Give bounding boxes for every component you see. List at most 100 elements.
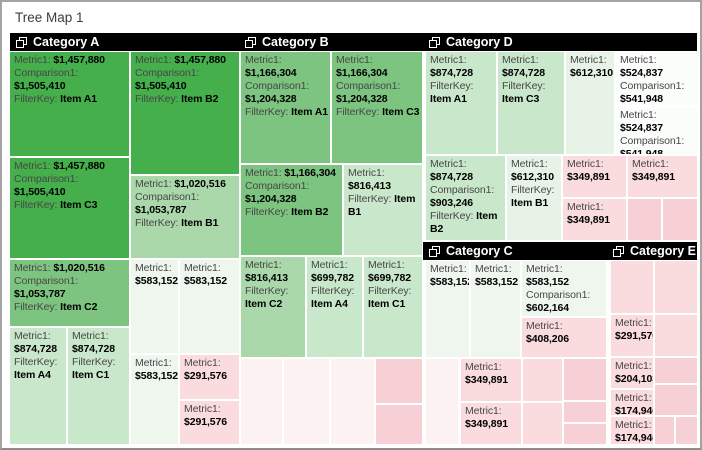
treemap-cell-category-d-cell-349-2[interactable]: Metric1: $349,891 [628,156,697,197]
cell-line: Metric1: $1,457,880 [135,54,237,67]
treemap-cell-category-c-cell-blank-1[interactable] [426,359,458,444]
treemap-cell-category-e-cell-blank-7[interactable] [676,417,697,444]
category-header-category-e[interactable]: Category E [607,242,697,260]
treemap-cell-category-a-item-c2[interactable]: Metric1: $1,020,516 Comparison1: $1,053,7… [10,260,129,326]
treemap-cell-category-d-item-a1[interactable]: Metric1: $874,728 FilterKey: Item A1 [426,52,496,154]
treemap-cell-category-a-item-c1[interactable]: Metric1: $874,728 FilterKey: Item C1 [68,328,129,444]
treemap-cell-category-d-cell-612[interactable]: Metric1: $612,310 [566,52,614,154]
cell-line: Metric1: $612,310 [511,158,559,184]
treemap-cell-category-e-cell-blank-5[interactable] [655,385,697,415]
treemap-cell-category-a-item-c3[interactable]: Metric1: $1,457,880 Comparison1: $1,505,4… [10,158,129,258]
field-value: $204,103 [615,373,653,385]
treemap-cell-category-b-cell-blank-2[interactable] [284,359,329,444]
cell-line: Metric1: $291,576 [184,357,237,383]
field-label: FilterKey: [14,301,61,313]
treemap-cell-category-c-cell-blank-5[interactable] [564,402,606,422]
cell-line: Metric1: $524,837 [620,54,695,80]
treemap-cell-category-c-cell-blank-4[interactable] [564,359,606,400]
treemap-cell-category-d-cell-349-1[interactable]: Metric1: $349,891 [563,156,626,197]
treemap-cell-category-e-cell-174-1[interactable]: Metric1: $174,946 [611,390,653,415]
cell-line: FilterKey: Item B1 [511,184,559,210]
field-value: Item B2 [181,93,219,105]
treemap-cell-category-d-cell-349-3[interactable]: Metric1: $349,891 [563,199,626,240]
treemap-cell-category-c-cell-583-1[interactable]: Metric1: $583,152 [426,261,469,357]
treemap-cell-category-a-cell-291-1[interactable]: Metric1: $291,576 [180,355,239,399]
field-value: Item C2 [60,301,98,313]
treemap-cell-category-b-item-c3[interactable]: Metric1: $1,166,304 Comparison1: $1,204,3… [332,52,422,163]
field-value: $1,505,410 [14,186,66,198]
treemap-cell-category-b-cell-blank-4[interactable] [376,359,422,403]
treemap-cell-category-b-cell-blank-5[interactable] [376,405,422,444]
treemap-cell-category-b-item-a1[interactable]: Metric1: $1,166,304 Comparison1: $1,204,3… [241,52,330,163]
treemap-cell-category-b-item-a4[interactable]: Metric1: $699,782 FilterKey: Item A4 [307,257,362,357]
treemap-cell-category-d-cell-blank-2[interactable] [663,199,697,240]
treemap-cell-category-a-item-a4[interactable]: Metric1: $874,728 FilterKey: Item A4 [10,328,66,444]
stacked-squares-icon [245,36,256,48]
treemap-cell-category-e-cell-blank-3[interactable] [655,315,697,356]
treemap-cell-category-b-item-b2[interactable]: Metric1: $1,166,304 Comparison1: $1,204,3… [241,165,342,255]
field-label: Metric1: [526,263,563,275]
field-value: $524,837 [620,67,663,79]
treemap-cell-category-b-item-c1[interactable]: Metric1: $699,782 FilterKey: Item C1 [364,257,422,357]
treemap-cell-category-e-cell-174-2[interactable]: Metric1: $174,946 [611,417,653,444]
field-value: Item C3 [382,106,420,118]
cell-line: Metric1: $349,891 [465,405,519,431]
field-value: $1,020,516 [174,178,226,190]
treemap-cell-category-e-cell-204[interactable]: Metric1: $204,103 [611,358,653,388]
field-label: Metric1: [184,357,221,369]
treemap-cell-category-a-cell-583-1[interactable]: Metric1: $583,152 [131,260,178,353]
treemap-cell-category-c-cell-349-1[interactable]: Metric1: $349,891 [461,359,521,401]
category-header-category-c[interactable]: Category C [423,242,607,260]
treemap-cell-category-d-cell-blank-1[interactable] [628,199,661,240]
cell-line: Metric1: $583,152 [135,357,178,383]
treemap-cell-category-c-cell-blank-2[interactable] [523,359,562,401]
category-header-category-d[interactable]: Category D [423,33,697,51]
treemap-cell-category-b-cell-blank-1[interactable] [241,359,282,444]
field-label: Metric1: [184,262,221,274]
field-value: $1,505,410 [14,80,66,92]
treemap-cell-category-c-cell-blank-3[interactable] [523,403,562,444]
cell-line: Metric1: $699,782 [368,259,420,285]
treemap-cell-category-d-item-c3[interactable]: Metric1: $874,728 FilterKey: Item C3 [498,52,564,154]
treemap-cell-category-e-cell-blank-6[interactable] [655,417,674,444]
treemap-cell-category-b-item-c2[interactable]: Metric1: $816,413 FilterKey: Item C2 [241,257,305,357]
treemap-cell-category-e-cell-blank-4[interactable] [655,358,697,383]
treemap-cell-category-a-item-b1[interactable]: Metric1: $1,020,516 Comparison1: $1,053,7… [131,176,239,258]
treemap-cell-category-e-cell-291[interactable]: Metric1: $291,576 [611,315,653,356]
cell-line: Comparison1: $1,204,328 [245,80,328,106]
treemap-cell-category-c-cell-blank-6[interactable] [564,424,606,444]
category-header-category-a[interactable]: Category A [10,33,239,51]
field-label: Metric1: [245,54,282,66]
treemap-cell-category-b-item-b1[interactable]: Metric1: $816,413 FilterKey: Item B1 [344,165,422,255]
treemap-cell-category-d-item-b2[interactable]: Metric1: $874,728 Comparison1: $903,246 Fi… [426,156,505,240]
treemap-cell-category-a-cell-583-3[interactable]: Metric1: $583,152 [131,355,178,444]
treemap-cell-category-a-cell-583-2[interactable]: Metric1: $583,152 [180,260,239,353]
treemap-cell-category-e-cell-blank-2[interactable] [655,261,697,313]
field-value: Item C1 [368,298,406,310]
treemap-cell-category-a-item-a1[interactable]: Metric1: $1,457,880 Comparison1: $1,505,4… [10,52,129,156]
field-label: Metric1: [430,158,467,170]
cell-line: Metric1: $349,891 [567,201,624,227]
field-label: FilterKey: [348,193,395,205]
cell-line: Metric1: $816,413 [245,259,303,285]
cell-line: Metric1: $583,152 [526,263,604,289]
treemap-cell-category-b-cell-blank-3[interactable] [331,359,374,444]
treemap-cell-category-e-cell-blank-1[interactable] [611,261,653,313]
category-header-category-b[interactable]: Category B [239,33,423,51]
treemap-cell-category-c-cell-583-3[interactable]: Metric1: $583,152 Comparison1: $602,164 [522,261,606,316]
field-label: Comparison1: [135,67,200,79]
treemap-cell-category-d-cell-524-2[interactable]: Metric1: $524,837 Comparison1: $541,948 [616,107,697,154]
field-label: Comparison1: [245,80,310,92]
field-value: $874,728 [72,343,115,355]
treemap-cell-category-d-item-b1[interactable]: Metric1: $612,310 FilterKey: Item B1 [507,156,561,240]
field-value: $1,053,787 [14,288,66,300]
treemap-cell-category-d-cell-524-1[interactable]: Metric1: $524,837 Comparison1: $541,948 [616,52,697,105]
treemap-cell-category-a-cell-291-2[interactable]: Metric1: $291,576 [180,401,239,444]
treemap-cell-category-c-cell-583-2[interactable]: Metric1: $583,152 [471,261,520,357]
field-value: $816,413 [348,180,391,192]
treemap-cell-category-a-item-b2[interactable]: Metric1: $1,457,880 Comparison1: $1,505,4… [131,52,239,174]
field-label: FilterKey: [14,199,61,211]
treemap-cell-category-c-cell-408[interactable]: Metric1: $408,206 [522,318,606,357]
cell-line: FilterKey: Item C2 [14,301,127,314]
treemap-cell-category-c-cell-349-2[interactable]: Metric1: $349,891 [461,403,521,444]
